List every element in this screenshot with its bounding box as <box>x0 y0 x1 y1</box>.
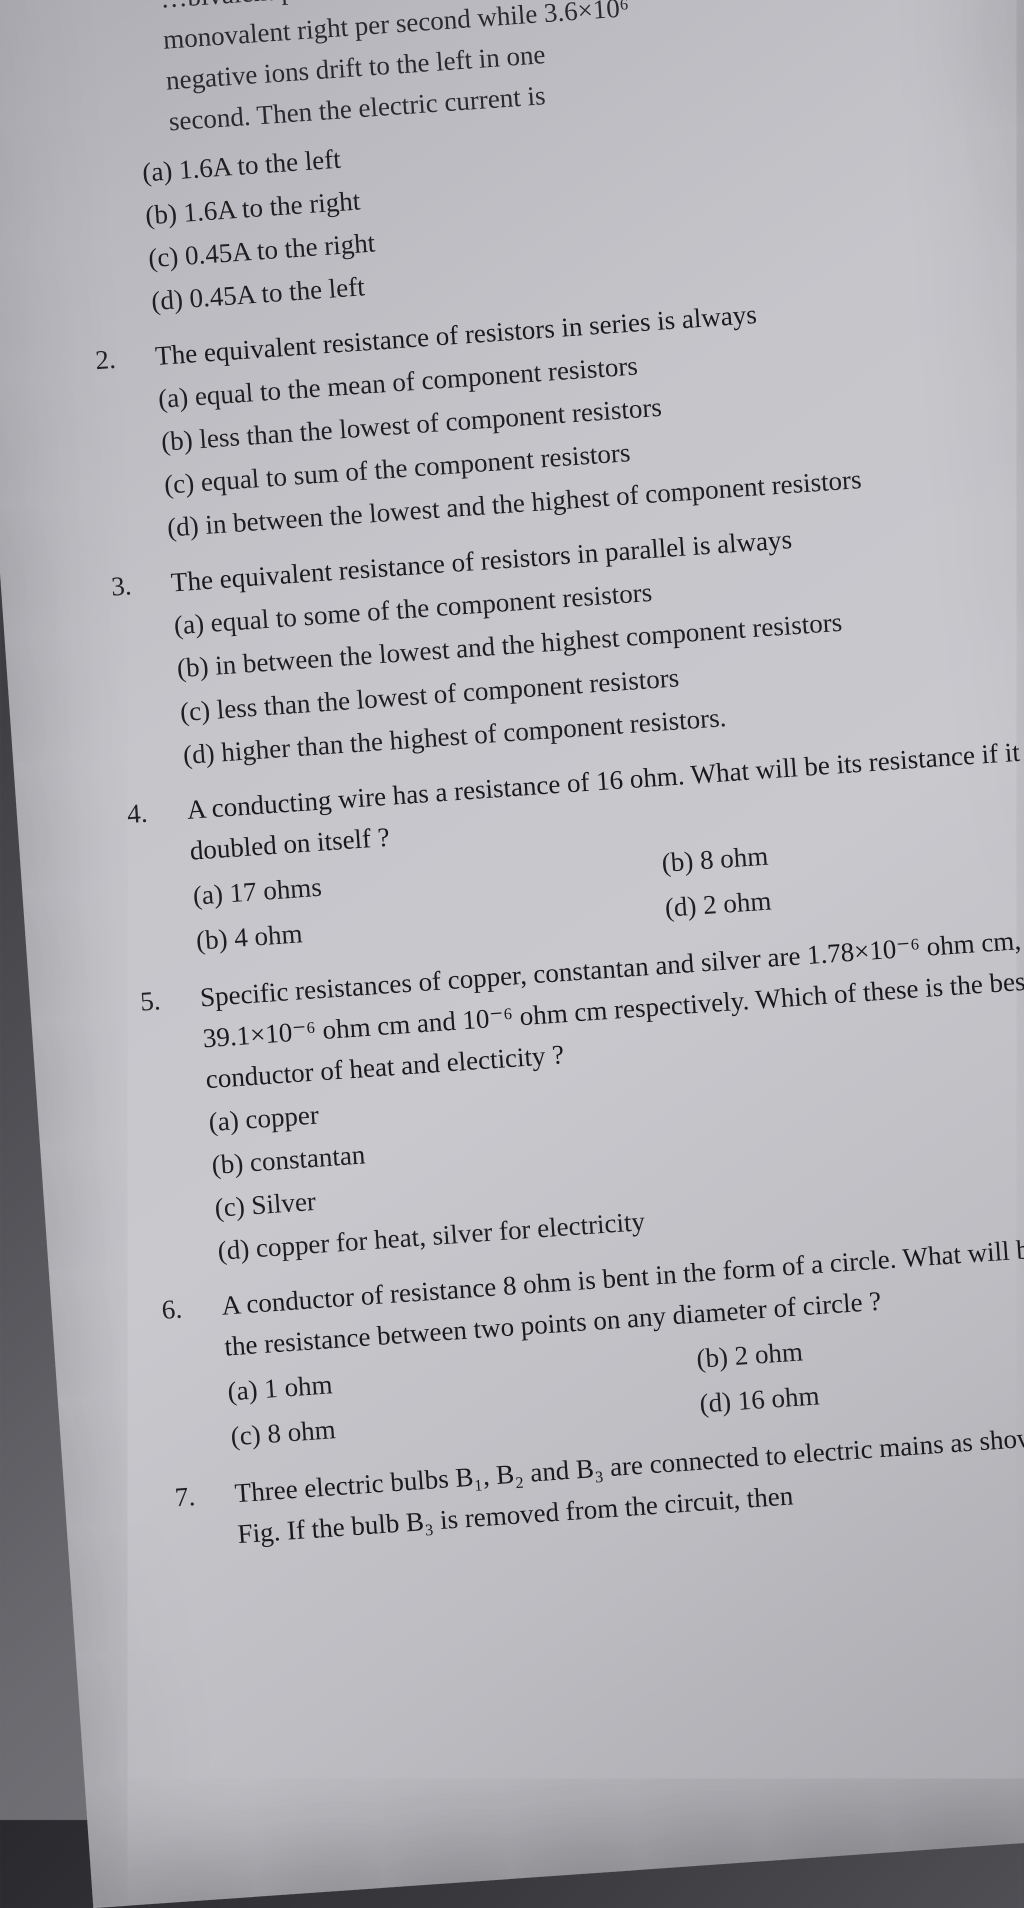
question-number: 2. <box>94 336 157 381</box>
page-scan: …bivalent positive ions monovalent right… <box>0 0 1024 1908</box>
question-number: 7. <box>173 1473 239 1559</box>
question-number: 6. <box>160 1286 226 1372</box>
question-number: 4. <box>126 790 192 876</box>
question-number: 5. <box>139 977 207 1104</box>
question-number: 3. <box>110 563 173 608</box>
